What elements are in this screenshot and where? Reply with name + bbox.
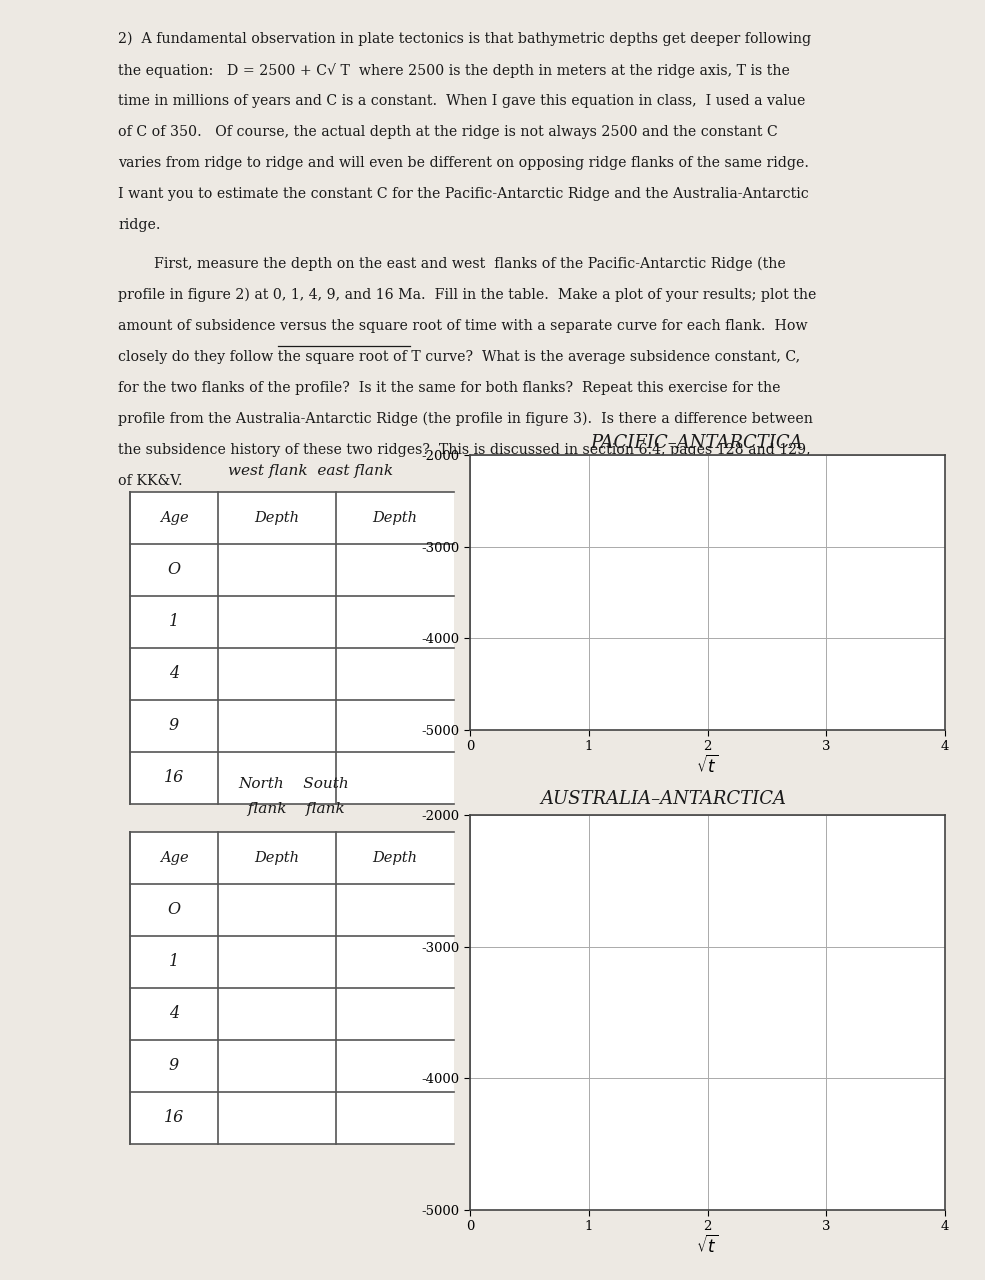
Text: the subsidence history of these two ridges?  This is discussed in section 6.4, p: the subsidence history of these two ridg… (118, 443, 811, 457)
Text: flank    flank: flank flank (238, 803, 345, 817)
Text: west flank  east flank: west flank east flank (228, 463, 393, 477)
Text: profile in figure 2) at 0, 1, 4, 9, and 16 Ma.  Fill in the table.  Make a plot : profile in figure 2) at 0, 1, 4, 9, and … (118, 288, 817, 302)
Text: the equation:   D = 2500 + C√ T  where 2500 is the depth in meters at the ridge : the equation: D = 2500 + C√ T where 2500… (118, 63, 790, 78)
Text: 1: 1 (169, 954, 179, 970)
Text: I want you to estimate the constant C for the Pacific-Antarctic Ridge and the Au: I want you to estimate the constant C fo… (118, 187, 809, 201)
Text: Depth: Depth (254, 851, 299, 865)
Bar (130, 492, 454, 804)
Text: of C of 350.   Of course, the actual depth at the ridge is not always 2500 and t: of C of 350. Of course, the actual depth… (118, 125, 778, 140)
Text: 9: 9 (169, 718, 179, 735)
Text: First, measure the depth on the east and west  flanks of the Pacific-Antarctic R: First, measure the depth on the east and… (118, 257, 786, 271)
Text: ridge.: ridge. (118, 218, 161, 232)
X-axis label: $\sqrt{t}$: $\sqrt{t}$ (696, 755, 719, 777)
Text: profile from the Australia-Antarctic Ridge (the profile in figure 3).  Is there : profile from the Australia-Antarctic Rid… (118, 412, 813, 426)
Text: 1: 1 (169, 613, 179, 631)
Text: time in millions of years and C is a constant.  When I gave this equation in cla: time in millions of years and C is a con… (118, 93, 806, 108)
Text: PACIFIC–ANTARCTICA: PACIFIC–ANTARCTICA (590, 434, 803, 452)
Text: O: O (167, 901, 180, 919)
Text: 16: 16 (164, 769, 184, 786)
Text: AUSTRALIA–ANTARCTICA: AUSTRALIA–ANTARCTICA (540, 790, 786, 808)
Text: varies from ridge to ridge and will even be different on opposing ridge flanks o: varies from ridge to ridge and will even… (118, 156, 809, 170)
Text: O: O (167, 562, 180, 579)
Text: 4: 4 (169, 1006, 179, 1023)
Text: Depth: Depth (372, 511, 418, 525)
Text: amount of subsidence versus the square root of time with a separate curve for ea: amount of subsidence versus the square r… (118, 319, 808, 333)
Text: Age: Age (160, 511, 188, 525)
Text: Age: Age (160, 851, 188, 865)
Text: of KK&V.: of KK&V. (118, 474, 182, 488)
Text: closely do they follow the square root of T curve?  What is the average subsiden: closely do they follow the square root o… (118, 349, 800, 364)
Text: Depth: Depth (372, 851, 418, 865)
Text: 2)  A fundamental observation in plate tectonics is that bathymetric depths get : 2) A fundamental observation in plate te… (118, 32, 811, 46)
Text: 4: 4 (169, 666, 179, 682)
X-axis label: $\sqrt{t}$: $\sqrt{t}$ (696, 1235, 719, 1257)
Text: North    South: North South (238, 777, 349, 791)
Bar (130, 832, 454, 1144)
Text: for the two flanks of the profile?  Is it the same for both flanks?  Repeat this: for the two flanks of the profile? Is it… (118, 381, 780, 396)
Text: Depth: Depth (254, 511, 299, 525)
Text: 9: 9 (169, 1057, 179, 1074)
Text: 16: 16 (164, 1110, 184, 1126)
